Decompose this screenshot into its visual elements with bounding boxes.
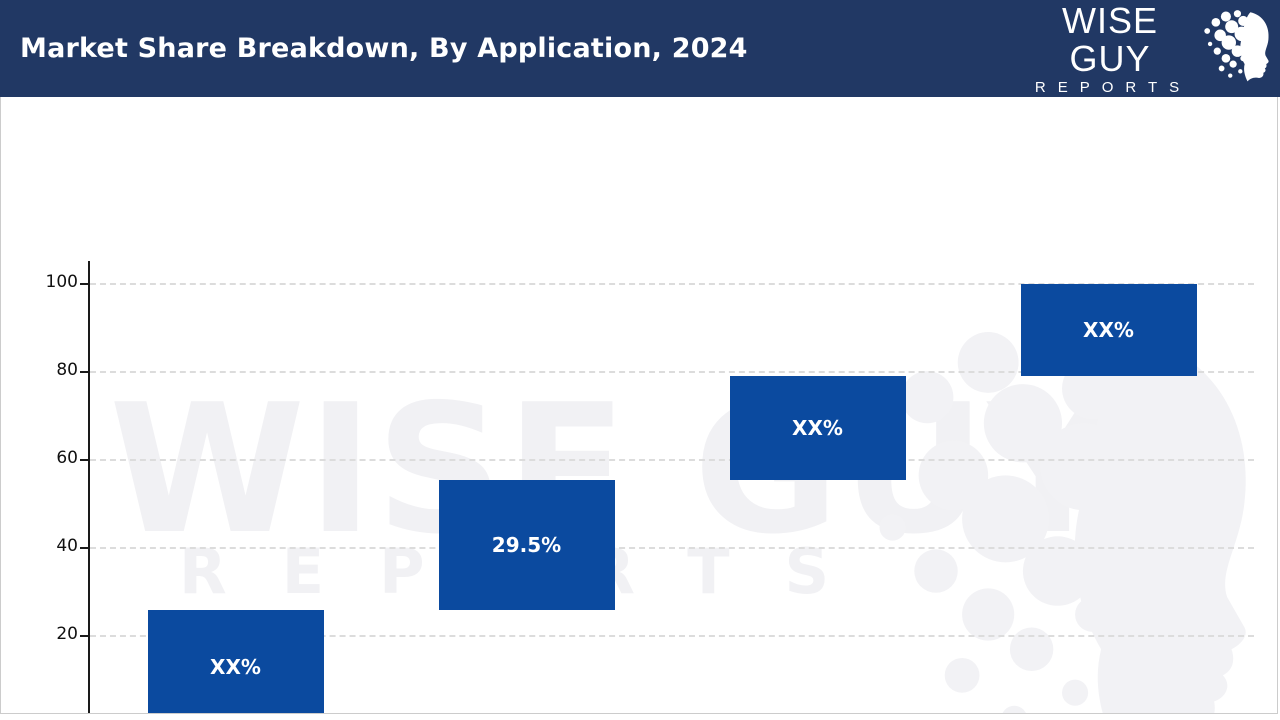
gridline (90, 283, 1254, 285)
gridline (90, 459, 1254, 461)
y-tick-mark (80, 459, 88, 461)
y-tick-mark (80, 283, 88, 285)
bar-value-label: XX% (792, 416, 843, 441)
y-tick-label: 20 (56, 624, 78, 644)
gridline (90, 371, 1254, 373)
logo-primary-text: WISE GUY (1061, 0, 1158, 79)
y-tick-label: 60 (56, 448, 78, 468)
y-tick-label: 0 (18, 712, 78, 713)
dotted-face-icon (1204, 10, 1269, 82)
y-tick-mark (80, 547, 88, 549)
bar-value-label: XX% (1083, 318, 1134, 343)
y-tick-mark (80, 371, 88, 373)
bar: XX% (1020, 284, 1197, 377)
y-axis-line (88, 261, 90, 713)
wiseguy-logo: WISE GUY REPORTS (1022, 0, 1272, 97)
bar-value-label: XX% (210, 654, 261, 679)
logo-text: WISE GUY REPORTS (1022, 0, 1198, 97)
logo-secondary-text: REPORTS (1034, 79, 1192, 96)
y-tick-label: 40 (56, 536, 78, 556)
gridline (90, 635, 1254, 637)
bar-chart: 020406080100XX%Laboratory Use29.5%Medica… (1, 97, 1277, 713)
bar-value-label: 29.5% (491, 532, 562, 557)
page-title: Market Share Breakdown, By Application, … (20, 33, 748, 64)
gridline (90, 547, 1254, 549)
bar: 29.5% (438, 479, 615, 610)
chart-panel: WISE GUY REPORTS 020406080100XX%Laborato… (0, 97, 1278, 714)
y-tick-mark (80, 635, 88, 637)
bar: XX% (729, 376, 906, 480)
header: Market Share Breakdown, By Application, … (0, 0, 1280, 97)
y-tick-label: 80 (56, 360, 78, 380)
y-tick-label: 100 (45, 272, 78, 292)
bar: XX% (147, 609, 324, 713)
